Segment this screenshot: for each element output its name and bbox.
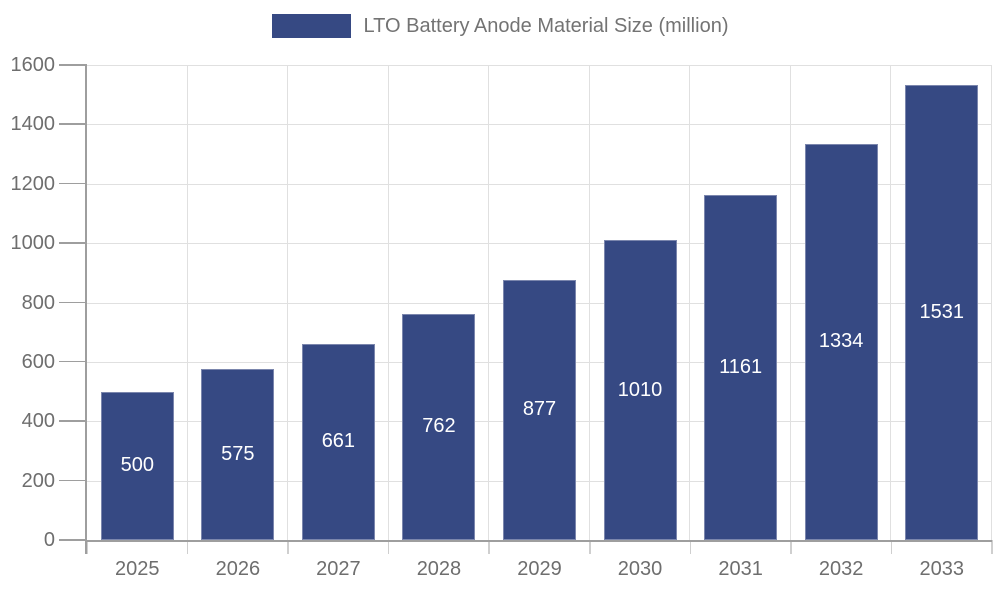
v-gridline bbox=[689, 65, 691, 540]
y-tick-label: 400 bbox=[21, 410, 55, 433]
x-tick bbox=[287, 540, 289, 554]
h-gridline bbox=[87, 243, 992, 245]
y-tick-label: 1400 bbox=[10, 113, 56, 136]
y-tick bbox=[59, 64, 87, 66]
x-tick-label: 2032 bbox=[818, 558, 864, 580]
bar-value-label: 1161 bbox=[719, 356, 763, 379]
bar-2027[interactable]: 661 bbox=[301, 343, 375, 540]
v-gridline bbox=[588, 65, 590, 540]
x-tick bbox=[488, 540, 490, 554]
y-tick bbox=[59, 123, 87, 125]
x-tick-label: 2027 bbox=[316, 558, 361, 580]
x-tick-label: 2028 bbox=[416, 558, 462, 580]
bar-2033[interactable]: 1531 bbox=[905, 85, 979, 540]
bar-value-label: 762 bbox=[422, 415, 456, 438]
x-tick bbox=[689, 540, 692, 554]
y-tick-label: 600 bbox=[21, 350, 55, 373]
bar-value-label: 661 bbox=[321, 430, 356, 453]
y-tick bbox=[59, 242, 87, 244]
y-tick-label: 1200 bbox=[10, 172, 56, 195]
bar-value-label: 1531 bbox=[919, 301, 964, 324]
v-gridline bbox=[287, 65, 289, 540]
v-gridline bbox=[890, 65, 892, 540]
bar-value-label: 1334 bbox=[818, 330, 864, 353]
x-tick-label: 2029 bbox=[517, 558, 562, 580]
x-tick-label: 2025 bbox=[115, 558, 160, 580]
bar-2030[interactable]: 1010 bbox=[603, 240, 677, 540]
y-tick bbox=[59, 479, 87, 482]
y-tick-label: 1000 bbox=[10, 232, 56, 255]
bar-2032[interactable]: 1334 bbox=[804, 143, 878, 540]
x-tick bbox=[86, 540, 88, 554]
v-gridline bbox=[387, 65, 389, 540]
v-gridline bbox=[186, 65, 188, 540]
v-gridline bbox=[488, 65, 490, 540]
y-tick-label: 800 bbox=[21, 291, 55, 314]
legend-swatch bbox=[271, 14, 351, 38]
h-gridline bbox=[87, 124, 992, 126]
y-tick bbox=[59, 182, 87, 185]
bar-value-label: 877 bbox=[522, 398, 557, 421]
x-tick bbox=[991, 540, 993, 554]
x-tick bbox=[186, 540, 189, 554]
bar-2025[interactable]: 500 bbox=[100, 391, 174, 540]
x-tick-label: 2033 bbox=[919, 558, 964, 580]
plot-area: 0 200 400 600 800 1000 1200 1400 1600 500 2025 575 2… bbox=[11, 54, 993, 580]
bar-2031[interactable]: 1161 bbox=[704, 195, 778, 540]
x-tick bbox=[589, 540, 591, 554]
bar-2028[interactable]: 762 bbox=[402, 313, 476, 540]
x-tick bbox=[790, 540, 792, 554]
bar-value-label: 500 bbox=[120, 454, 154, 477]
bar-value-label: 575 bbox=[221, 443, 255, 466]
x-tick bbox=[387, 540, 390, 554]
y-tick bbox=[59, 301, 87, 303]
h-gridline bbox=[87, 183, 992, 185]
y-tick bbox=[59, 539, 87, 541]
x-axis-line bbox=[85, 540, 992, 542]
y-tick bbox=[59, 420, 87, 422]
x-tick-label: 2026 bbox=[215, 558, 261, 580]
v-gridline bbox=[991, 65, 992, 540]
legend-label: LTO Battery Anode Material Size (million… bbox=[363, 14, 729, 37]
bar-2029[interactable]: 877 bbox=[503, 279, 576, 540]
x-tick-label: 2030 bbox=[617, 558, 663, 580]
bar-value-label: 1010 bbox=[617, 378, 663, 401]
y-tick-label: 0 bbox=[43, 529, 55, 551]
y-tick-label: 1600 bbox=[10, 54, 56, 76]
v-gridline bbox=[789, 65, 791, 540]
y-tick bbox=[59, 360, 87, 363]
x-tick-label: 2031 bbox=[718, 558, 763, 580]
h-gridline bbox=[87, 65, 992, 66]
x-tick bbox=[890, 540, 893, 554]
y-tick-label: 200 bbox=[21, 469, 55, 492]
bar-2026[interactable]: 575 bbox=[201, 369, 275, 540]
legend[interactable]: LTO Battery Anode Material Size (million… bbox=[0, 14, 1000, 38]
y-axis-line bbox=[85, 65, 87, 554]
